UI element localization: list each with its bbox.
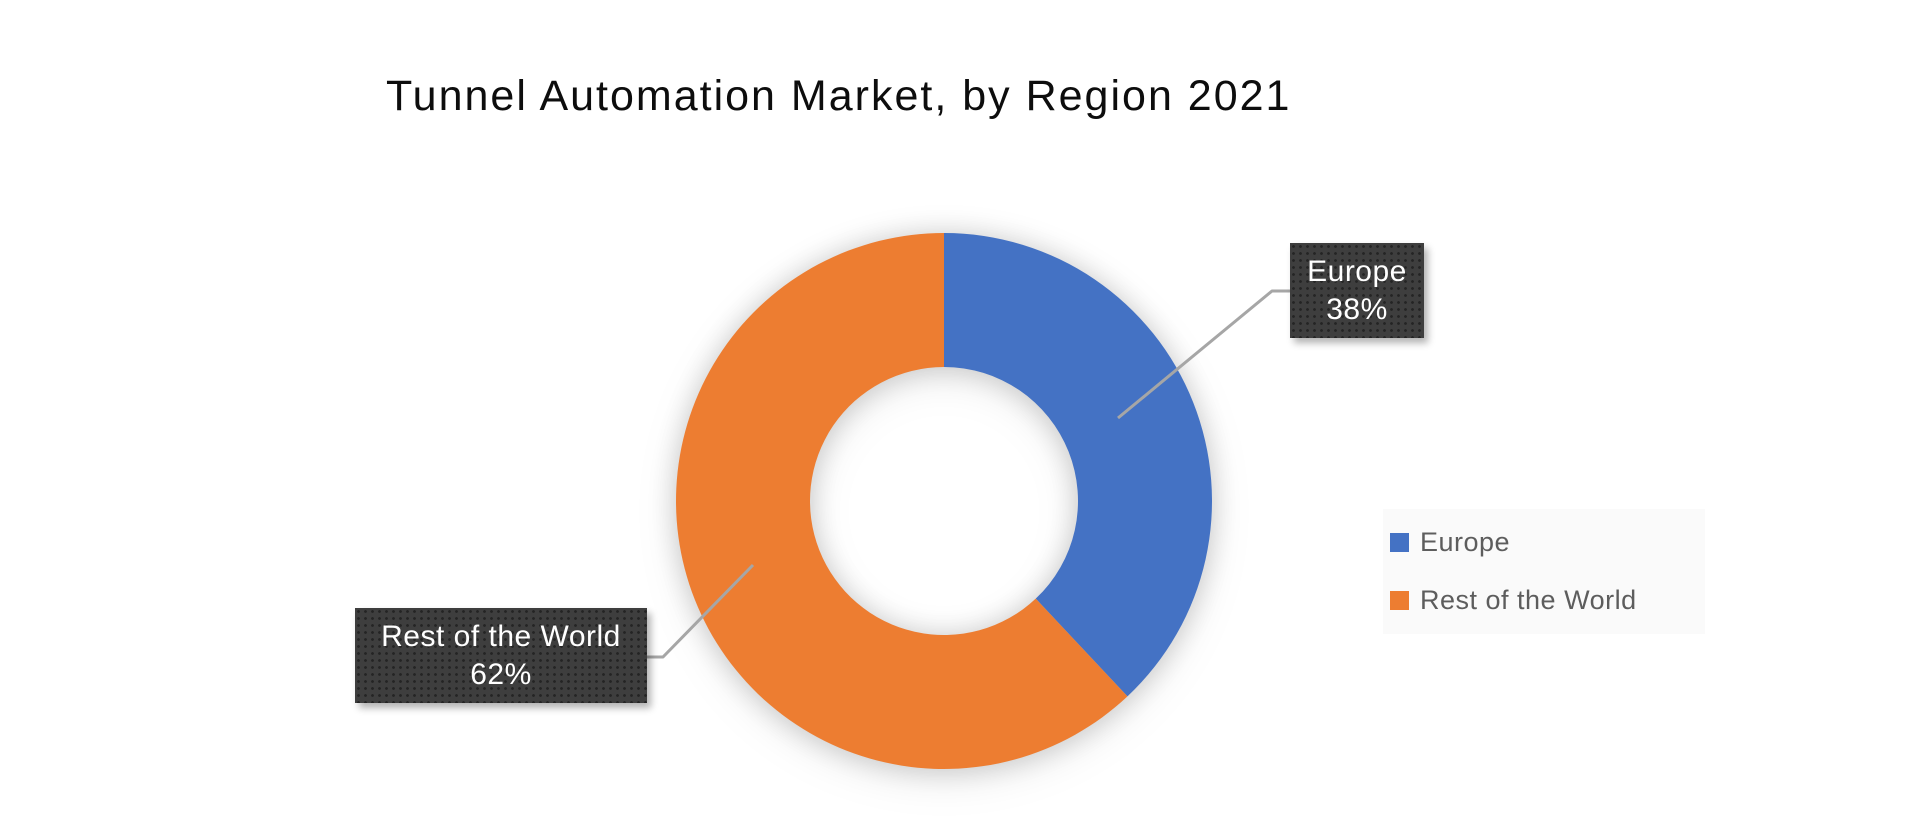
legend-label-rest-of-world: Rest of the World xyxy=(1420,585,1637,615)
data-label-rest-of-world-name: Rest of the World xyxy=(381,620,621,653)
legend-label-europe: Europe xyxy=(1420,527,1511,557)
donut-segment-europe[interactable] xyxy=(944,233,1212,697)
legend-swatch-europe-icon xyxy=(1390,533,1409,552)
data-label-rest-of-world[interactable]: Rest of the World 62% xyxy=(355,608,647,703)
data-label-europe[interactable]: Europe 38% xyxy=(1290,243,1424,338)
data-label-europe-value: 38% xyxy=(1326,292,1388,326)
legend: Europe Rest of the World xyxy=(1383,509,1705,634)
legend-swatch-rest-of-world-icon xyxy=(1390,591,1409,610)
legend-item-europe[interactable]: Europe xyxy=(1390,527,1705,558)
leader-line-rest-of-world xyxy=(647,563,755,659)
donut-segment-rest-of-the-world[interactable] xyxy=(676,232,1128,769)
donut-segments xyxy=(676,232,1212,769)
leader-line-europe xyxy=(1117,289,1290,420)
legend-item-rest-of-world[interactable]: Rest of the World xyxy=(1390,585,1705,616)
data-label-europe-name: Europe xyxy=(1307,255,1407,288)
data-label-rest-of-world-value: 62% xyxy=(470,657,532,691)
chart-title: Tunnel Automation Market, by Region 2021 xyxy=(386,72,1292,120)
